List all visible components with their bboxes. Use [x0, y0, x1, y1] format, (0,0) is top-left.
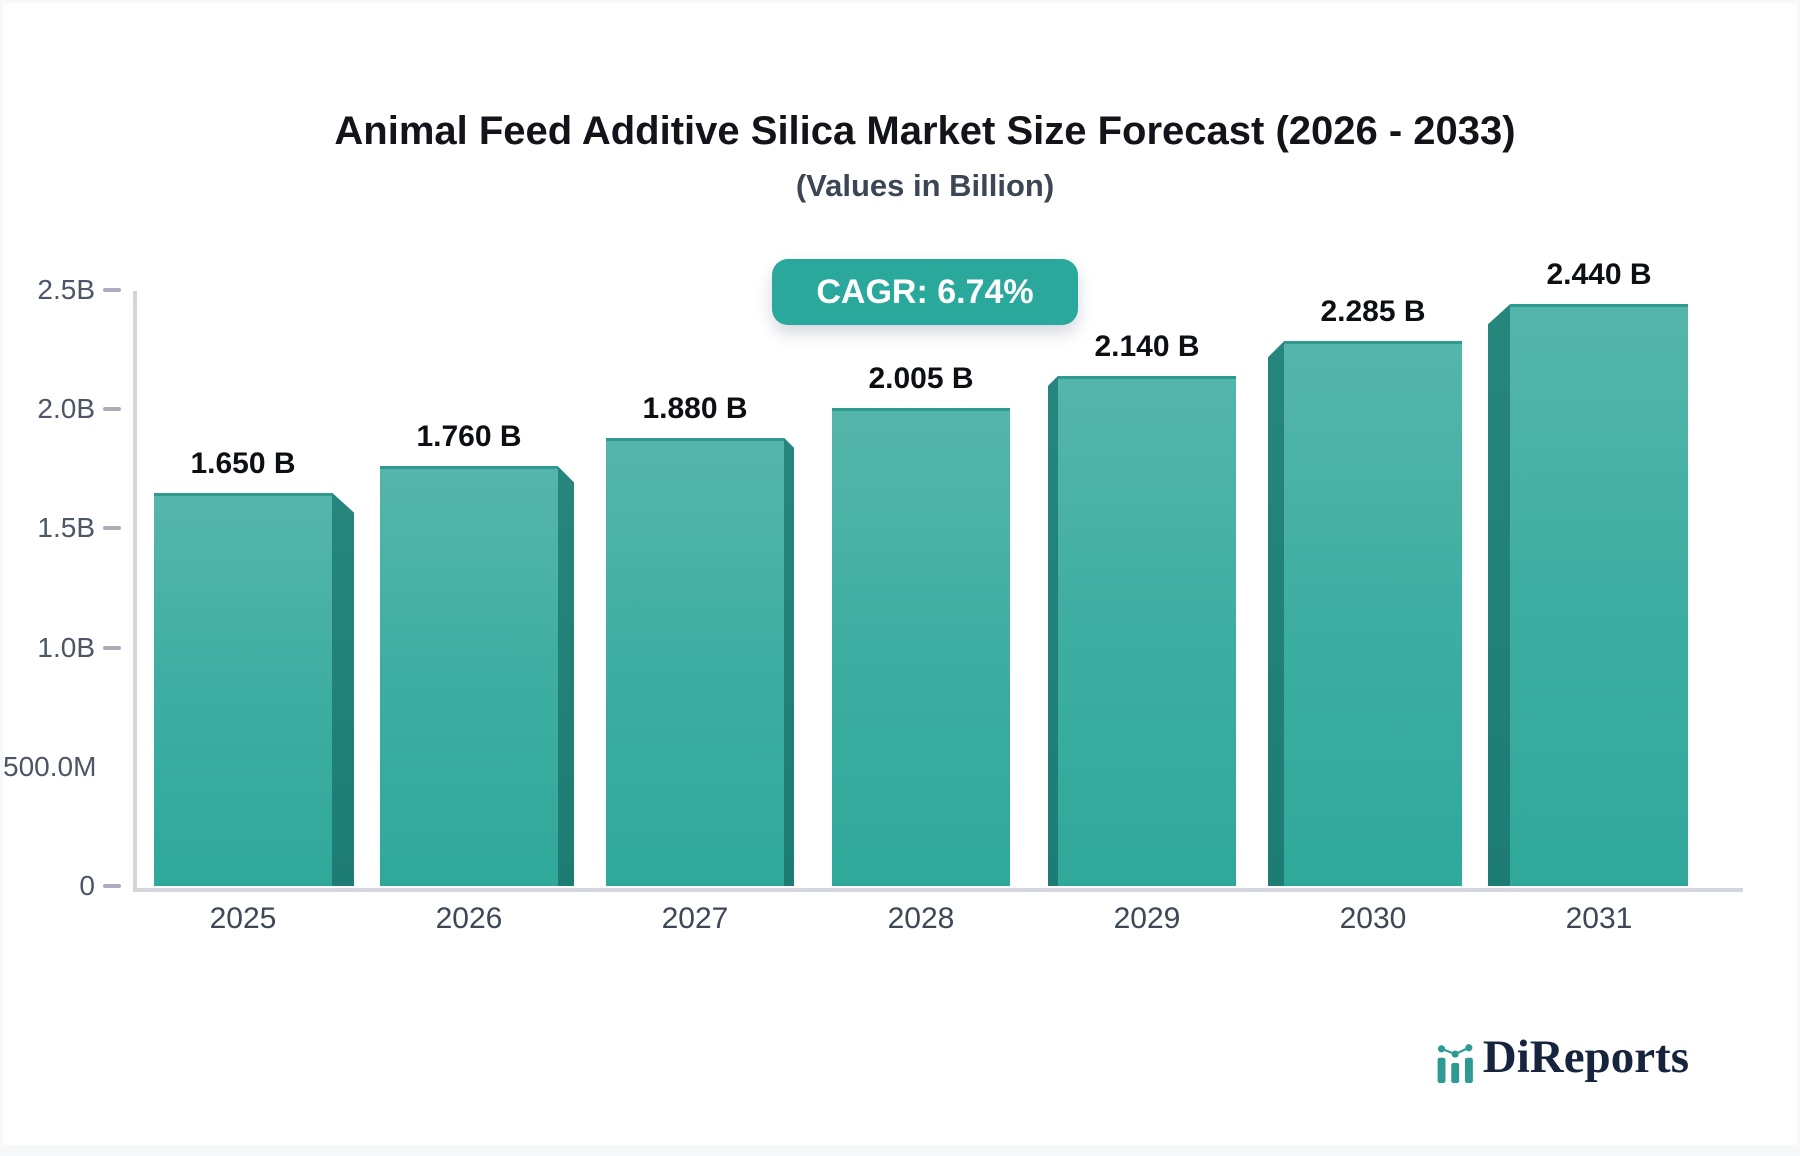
- y-axis-tick-label: 0: [79, 870, 95, 901]
- cagr-badge: CAGR: 6.74%: [772, 259, 1078, 325]
- bar-2025: [154, 492, 332, 886]
- y-axis-tick-label: 2.0B: [37, 393, 95, 425]
- chart-header: Animal Feed Additive Silica Market Size …: [53, 107, 1797, 205]
- bar-value-label: 2.005 B: [868, 362, 974, 395]
- bar-chart-plot: 2.5B 2.0B 1.5B 1.0B 500.0M 0 1.650 B 2025 1.760 …: [3, 3, 1797, 1145]
- brand-logo: DiReports: [1437, 1031, 1689, 1083]
- bar-value-label: 2.140 B: [1094, 329, 1200, 363]
- x-axis-category-label: 2030: [1339, 902, 1407, 935]
- y-axis-tick-mark: [103, 407, 121, 412]
- x-axis-category-label: 2029: [1113, 902, 1181, 935]
- x-axis-line: [133, 888, 1743, 892]
- chart-card: Animal Feed Additive Silica Market Size …: [3, 3, 1797, 1145]
- y-axis-tick-label: 1.5B: [37, 512, 95, 544]
- bar-line-chart-icon: [1437, 1044, 1473, 1083]
- bar-value-label: 1.760 B: [416, 420, 522, 454]
- chart-subtitle: (Values in Billion): [795, 168, 1055, 203]
- x-axis-category-label: 2028: [887, 902, 955, 935]
- x-axis-category-label: 2027: [661, 902, 729, 935]
- bar-2027: [606, 437, 784, 886]
- bar-2029: [1058, 375, 1236, 886]
- bar-3d-side-2031: [1488, 304, 1510, 886]
- bar-2031: [1510, 304, 1688, 886]
- y-axis-tick-label: 2.5B: [37, 274, 95, 305]
- y-axis-tick-mark: [103, 526, 121, 531]
- y-axis-tick-mark: [103, 645, 121, 650]
- bar-value-label: 2.440 B: [1546, 258, 1652, 292]
- y-axis-tick-mark: [103, 288, 121, 292]
- brand-name: DiReports: [1482, 1031, 1689, 1083]
- bar-3d-side-2029: [1048, 375, 1058, 886]
- chart-title: Animal Feed Additive Silica Market Size …: [334, 109, 1516, 153]
- y-axis-tick-label: 1.0B: [37, 631, 95, 663]
- y-axis-line: [133, 291, 137, 891]
- bar-value-label: 2.285 B: [1320, 295, 1426, 329]
- bar-value-label: 1.880 B: [642, 391, 748, 425]
- bar-2030: [1284, 341, 1462, 886]
- x-axis-category-label: 2031: [1565, 902, 1633, 935]
- bar-2028: [832, 408, 1010, 886]
- bar-2026: [380, 466, 558, 886]
- bar-3d-side-2027: [784, 437, 794, 886]
- bar-3d-side-2026: [558, 466, 574, 886]
- bar-3d-side-2030: [1268, 341, 1284, 886]
- cagr-badge-row: CAGR: 6.74%: [53, 259, 1797, 325]
- bar-value-label: 1.650 B: [190, 446, 296, 480]
- x-axis-category-label: 2025: [209, 902, 277, 935]
- y-axis-tick-mark: [103, 884, 121, 888]
- y-axis-tick-label: 500.0M: [3, 750, 97, 782]
- x-axis-category-label: 2026: [435, 902, 503, 935]
- bar-3d-side-2025: [332, 492, 354, 886]
